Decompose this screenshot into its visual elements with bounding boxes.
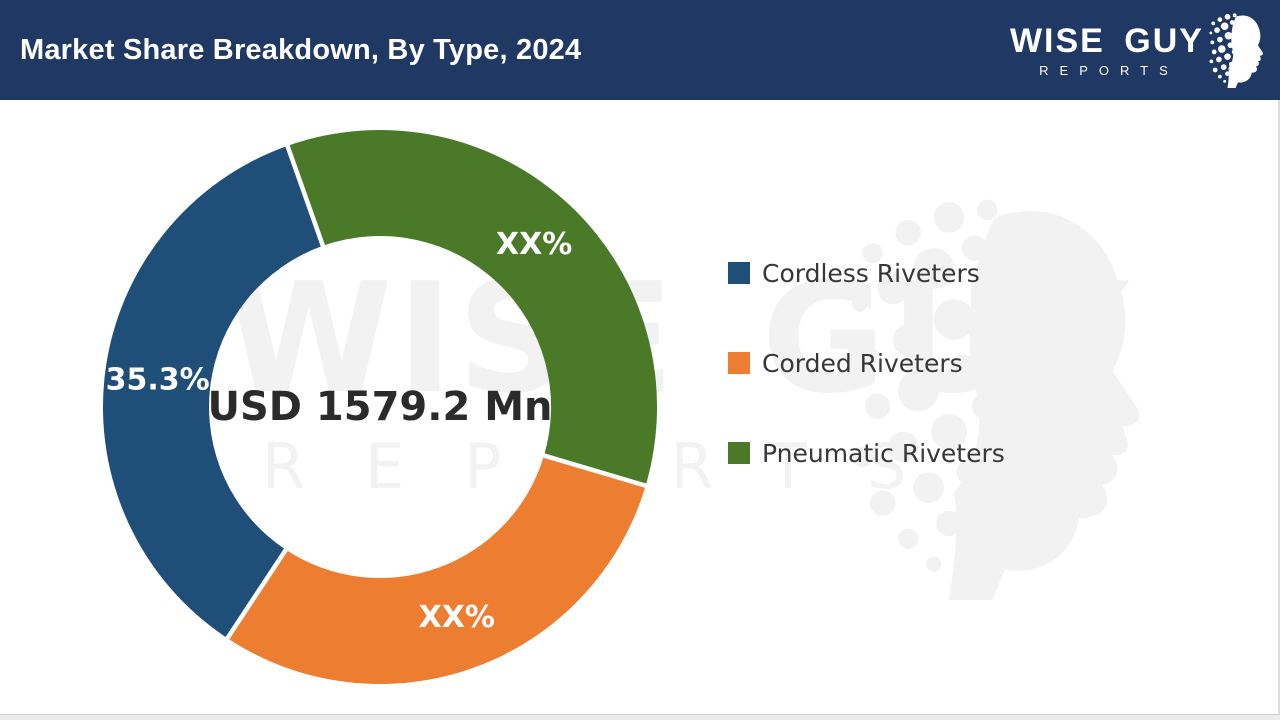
segment-divider bbox=[284, 142, 327, 250]
right-edge-line bbox=[1278, 100, 1280, 720]
donut-segment-pneumatic-riveters bbox=[287, 129, 658, 486]
chart-center-value: USD 1579.2 Mn bbox=[208, 384, 553, 430]
wiseguy-logo: WISE GUY REPORTS bbox=[1010, 12, 1266, 88]
slice-label-pneumatic-riveters: XX% bbox=[496, 227, 572, 262]
slice-label-corded-riveters: XX% bbox=[419, 600, 495, 635]
legend-swatch-pneumatic bbox=[728, 442, 750, 464]
logo-text: WISE GUY REPORTS bbox=[1010, 24, 1204, 77]
bottom-edge-strip bbox=[0, 714, 1280, 720]
segment-divider bbox=[540, 452, 650, 489]
legend-item-pneumatic: Pneumatic Riveters bbox=[728, 438, 1005, 468]
chart-legend: Cordless Riveters Corded Riveters Pneuma… bbox=[728, 258, 1005, 530]
logo-wordmark: WISE GUY bbox=[1009, 21, 1204, 60]
slice-label-cordless-riveters: 35.3% bbox=[106, 362, 210, 397]
page-title: Market Share Breakdown, By Type, 2024 bbox=[20, 33, 582, 66]
donut-chart: USD 1579.2 Mn XX% XX% 35.3% bbox=[102, 129, 658, 685]
logo-subtitle: REPORTS bbox=[1039, 62, 1179, 78]
wiseguy-face-icon bbox=[1208, 12, 1266, 88]
chart-area: WISE GUY REPORTS USD 1579.2 Mn XX%XX%35.… bbox=[0, 100, 1280, 720]
donut-segment-cordless-riveters bbox=[102, 145, 323, 639]
legend-label: Cordless Riveters bbox=[762, 258, 980, 288]
legend-label: Corded Riveters bbox=[762, 348, 963, 378]
header-bar: Market Share Breakdown, By Type, 2024 WI… bbox=[0, 0, 1280, 100]
legend-swatch-cordless bbox=[728, 262, 750, 284]
legend-swatch-corded bbox=[728, 352, 750, 374]
segment-divider bbox=[223, 545, 290, 642]
legend-label: Pneumatic Riveters bbox=[762, 438, 1005, 468]
legend-item-corded: Corded Riveters bbox=[728, 348, 1005, 378]
donut-segment-corded-riveters bbox=[227, 455, 646, 685]
legend-item-cordless: Cordless Riveters bbox=[728, 258, 1005, 288]
